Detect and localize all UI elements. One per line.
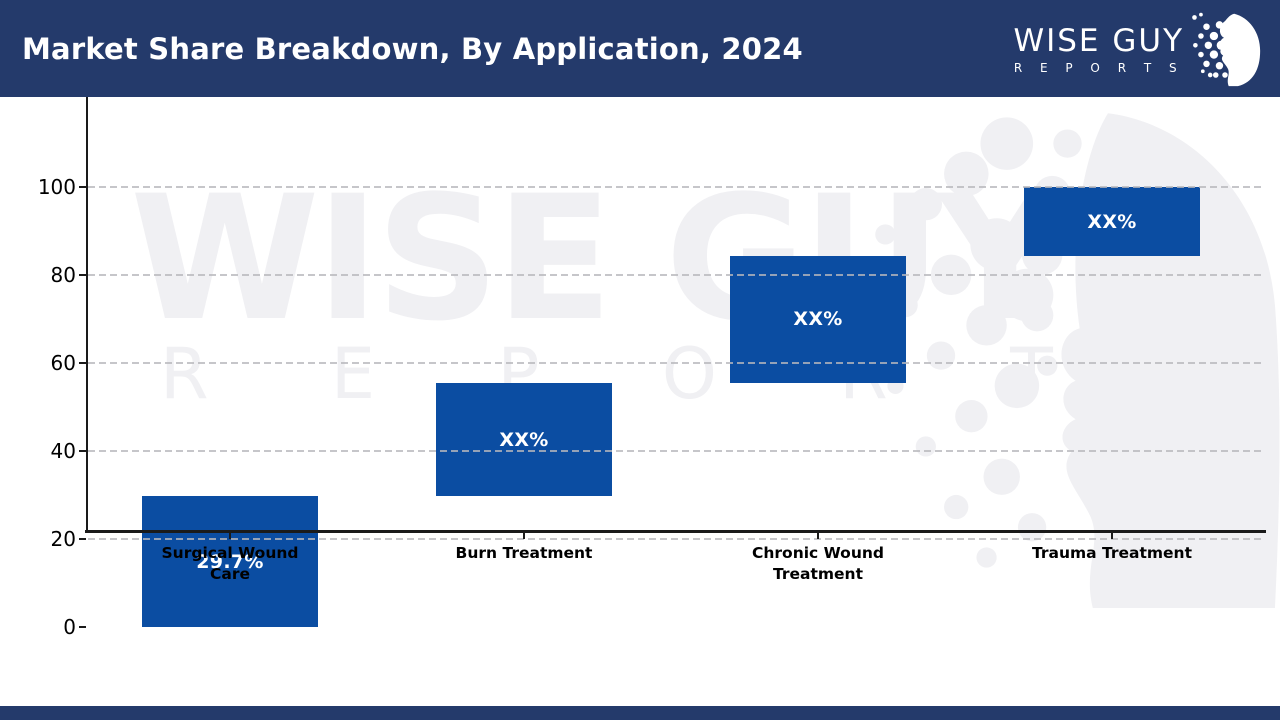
header-bar: Market Share Breakdown, By Application, … [0,0,1280,97]
bar-value-label-trauma-treatment: XX% [1087,210,1137,233]
bar-value-label-burn-treatment: XX% [499,428,549,451]
chart-area: WISE GUY R E P O R T S 29.7% XX% XX% XX% [0,60,1280,706]
gridline-y20 [88,538,1264,540]
footer-bar [0,706,1280,720]
y-tick-label-80: 80 [50,263,76,287]
x-axis-label-burn-treatment: Burn Treatment [455,544,593,562]
y-tick-mark-20 [79,538,86,540]
bar-trauma-treatment: XX% [1024,187,1200,257]
watermark-wordmark: WISE GUY [130,158,1062,359]
gridline-y60 [88,362,1264,364]
bar-value-label-chronic-wound-treatment: XX% [793,308,843,331]
y-tick-label-20: 20 [50,527,76,551]
logo-text: WISE GUY R E P O R T S [1013,24,1184,75]
x-tick-mark-chronic-wound-treatment [817,532,819,539]
wiseguy-head-icon [1192,12,1261,87]
y-tick-mark-40 [79,450,86,452]
y-tick-mark-0 [79,626,86,628]
bar-burn-treatment: XX% [436,382,612,497]
y-tick-label-100: 100 [37,175,76,199]
y-tick-mark-80 [79,274,86,276]
x-axis-label-surgical-wound-care: Surgical Wound Care [161,544,299,583]
bar-value-label-surgical-wound-care: 29.7% [196,550,264,573]
y-tick-label-60: 60 [50,351,76,375]
logo-subtitle: R E P O R T S [1013,60,1184,75]
y-axis-spine [86,60,88,530]
y-tick-label-40: 40 [50,439,76,463]
gridline-y40 [88,450,1264,452]
x-tick-mark-trauma-treatment [1111,532,1113,539]
x-tick-mark-surgical-wound-care [229,532,231,539]
page-title: Market Share Breakdown, By Application, … [22,31,803,66]
gridline-y100 [88,186,1264,188]
bar-chronic-wound-treatment: XX% [730,256,906,383]
x-axis-spine [85,530,1266,533]
y-tick-mark-60 [79,362,86,364]
x-axis-label-chronic-wound-treatment: Chronic Wound Treatment [752,544,884,583]
brand-logo: WISE GUY R E P O R T S [1013,8,1262,90]
gridline-y80 [88,274,1264,276]
bar-surgical-wound-care: 29.7% [142,496,318,627]
y-tick-label-0: 0 [63,615,76,639]
logo-wordmark: WISE GUY [1013,22,1184,59]
x-tick-mark-burn-treatment [523,532,525,539]
x-axis-label-trauma-treatment: Trauma Treatment [1031,544,1193,562]
y-tick-mark-100 [79,186,86,188]
